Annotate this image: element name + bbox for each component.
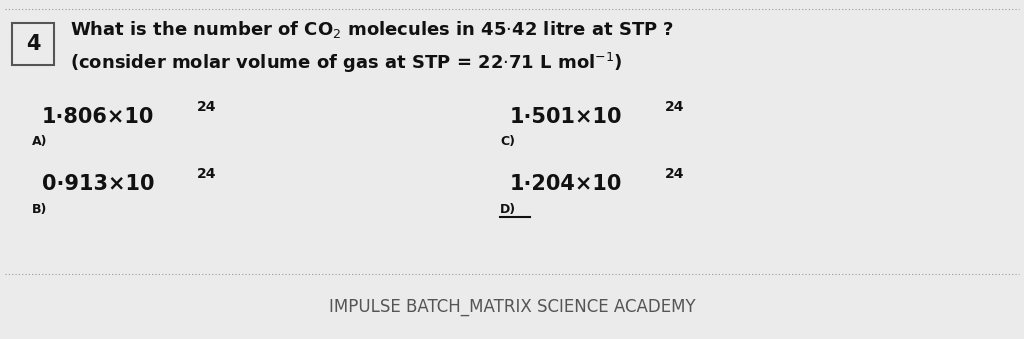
Text: D): D): [500, 202, 516, 216]
Text: C): C): [500, 135, 515, 147]
Text: 0·913×10: 0·913×10: [42, 174, 155, 194]
Text: A): A): [32, 135, 47, 147]
Text: (consider molar volume of gas at STP = 22$\cdot$71 L mol$^{-1}$): (consider molar volume of gas at STP = 2…: [70, 51, 623, 75]
Text: 4: 4: [26, 34, 40, 54]
Text: 1·501×10: 1·501×10: [510, 107, 623, 127]
FancyBboxPatch shape: [12, 23, 54, 65]
Text: What is the number of CO$_2$ molecules in 45$\cdot$42 litre at STP ?: What is the number of CO$_2$ molecules i…: [70, 19, 674, 40]
Text: 24: 24: [197, 167, 216, 181]
Text: 24: 24: [197, 100, 216, 114]
Text: IMPULSE BATCH_MATRIX SCIENCE ACADEMY: IMPULSE BATCH_MATRIX SCIENCE ACADEMY: [329, 298, 695, 316]
Text: 1·204×10: 1·204×10: [510, 174, 623, 194]
Text: 24: 24: [665, 100, 684, 114]
Text: 1·806×10: 1·806×10: [42, 107, 155, 127]
Text: B): B): [32, 202, 47, 216]
Text: 24: 24: [665, 167, 684, 181]
